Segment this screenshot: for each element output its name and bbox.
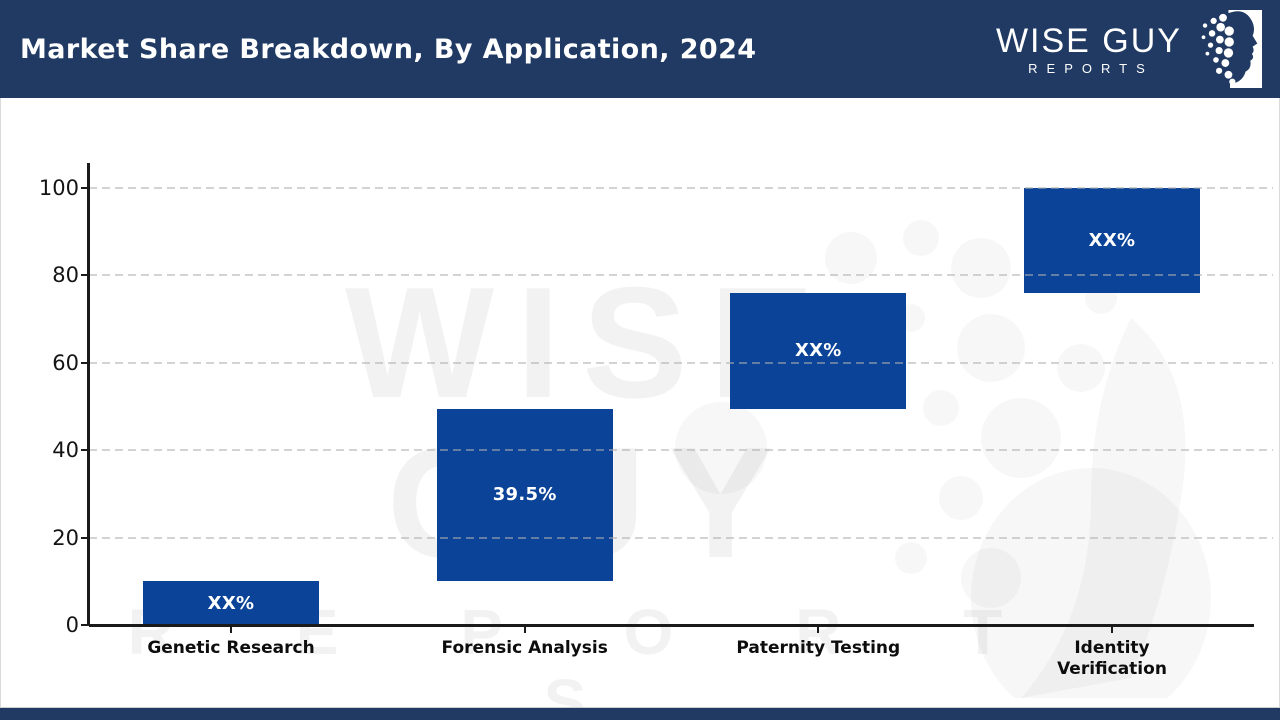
x-tick-mark xyxy=(1111,627,1113,633)
y-tick-mark xyxy=(81,624,89,626)
logo-head-icon xyxy=(1201,10,1262,88)
logo-wordmark: WISE GUY xyxy=(995,21,1182,60)
bar-value-label: 39.5% xyxy=(492,484,557,506)
gridline-80 xyxy=(89,274,1273,277)
x-tick-mark xyxy=(230,627,232,633)
gridline-60 xyxy=(89,361,1273,364)
gridline-40 xyxy=(89,449,1273,452)
x-category-label: Paternity Testing xyxy=(736,638,901,658)
bar-forensic-analysis: 39.5% xyxy=(436,408,613,582)
bar-value-label: XX% xyxy=(207,592,255,614)
y-tick-mark xyxy=(81,536,89,539)
bar-paternity-testing: XX% xyxy=(730,292,907,409)
footer-bar xyxy=(0,708,1280,720)
logo-text: WISE GUY REPORTS xyxy=(996,23,1182,76)
gridline-20 xyxy=(89,536,1273,539)
header-bar: Market Share Breakdown, By Application, … xyxy=(0,0,1280,98)
chart-area: WISE GUY R E P O R T S 020406080100XX%Ge… xyxy=(0,98,1280,708)
x-tick-mark xyxy=(817,627,820,633)
y-tick-label: 0 xyxy=(65,613,79,637)
x-axis-line xyxy=(89,624,1254,627)
y-tick-mark xyxy=(81,186,89,189)
bar-genetic-research: XX% xyxy=(143,581,319,625)
y-tick-label: 20 xyxy=(52,525,79,550)
x-category-label: Identity Verification xyxy=(1057,638,1167,679)
y-tick-label: 100 xyxy=(38,175,79,200)
y-tick-label: 60 xyxy=(52,350,79,375)
gridline-100 xyxy=(89,186,1273,189)
bar-value-label: XX% xyxy=(794,340,842,362)
x-category-label: Genetic Research xyxy=(147,638,315,658)
y-tick-label: 40 xyxy=(52,438,79,463)
bar-identity-verification: XX% xyxy=(1024,187,1200,293)
y-tick-mark xyxy=(81,449,89,452)
y-tick-label: 80 xyxy=(52,263,79,288)
wise-guy-logo: WISE GUY REPORTS xyxy=(996,7,1262,91)
x-category-label: Forensic Analysis xyxy=(441,638,608,658)
y-tick-mark xyxy=(81,274,89,277)
logo-subtitle: REPORTS xyxy=(1028,60,1154,76)
x-tick-mark xyxy=(523,627,526,633)
y-tick-mark xyxy=(81,361,89,364)
y-axis-line xyxy=(87,163,90,626)
bar-value-label: XX% xyxy=(1088,229,1136,251)
page-title: Market Share Breakdown, By Application, … xyxy=(20,33,757,65)
